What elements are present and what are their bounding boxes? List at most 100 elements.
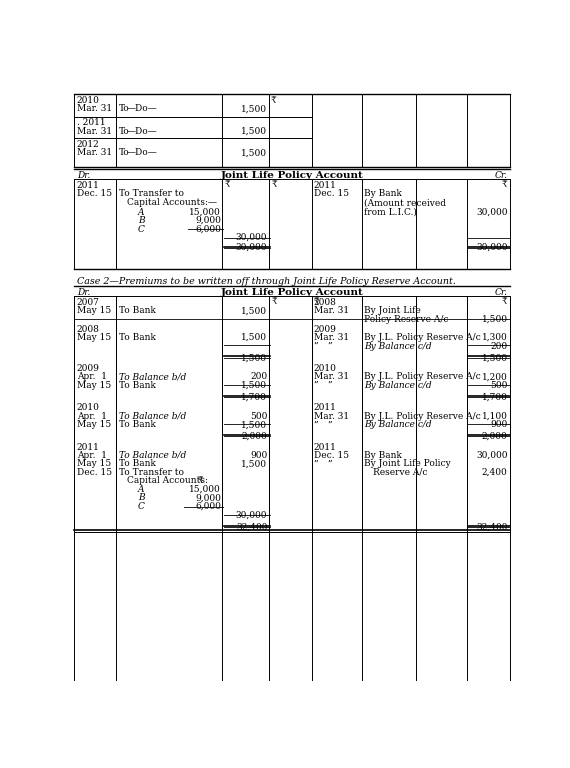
Text: By J.L. Policy Reserve A/c: By J.L. Policy Reserve A/c — [364, 412, 481, 421]
Text: 15,000: 15,000 — [189, 485, 221, 494]
Text: May 15: May 15 — [77, 306, 111, 315]
Text: 1,500: 1,500 — [241, 333, 267, 343]
Text: 30,000: 30,000 — [476, 207, 507, 217]
Text: 200: 200 — [490, 342, 507, 351]
Text: 9,000: 9,000 — [195, 216, 221, 225]
Text: 900: 900 — [250, 451, 267, 460]
Text: 1,500: 1,500 — [241, 381, 267, 390]
Text: ₹: ₹ — [198, 476, 203, 485]
Text: 30,000: 30,000 — [476, 451, 507, 460]
Text: ₹: ₹ — [502, 180, 507, 190]
Text: 2011: 2011 — [77, 180, 100, 190]
Text: 2,000: 2,000 — [482, 432, 507, 441]
Text: (Amount received: (Amount received — [364, 198, 446, 207]
Text: 30,000: 30,000 — [236, 243, 267, 251]
Text: ”: ” — [314, 381, 319, 390]
Text: . 2011: . 2011 — [77, 118, 105, 127]
Text: 1,500: 1,500 — [482, 353, 507, 362]
Text: 2011: 2011 — [77, 442, 100, 452]
Text: 1,100: 1,100 — [482, 412, 507, 421]
Text: Apr.  1: Apr. 1 — [77, 412, 107, 421]
Text: 200: 200 — [250, 372, 267, 382]
Text: May 15: May 15 — [77, 333, 111, 343]
Text: Dec. 15: Dec. 15 — [77, 189, 112, 198]
Text: 1,500: 1,500 — [241, 306, 267, 315]
Text: ”: ” — [314, 459, 319, 468]
Text: 1,700: 1,700 — [242, 392, 267, 402]
Text: 2008: 2008 — [314, 298, 337, 306]
Text: Joint Life Policy Account: Joint Life Policy Account — [221, 288, 364, 296]
Text: ”: ” — [327, 420, 332, 429]
Text: To Balance b/d: To Balance b/d — [119, 412, 186, 421]
Text: Case 2—Premiums to be written off through Joint Life Policy Reserve Account.: Case 2—Premiums to be written off throug… — [77, 277, 455, 286]
Text: 2010: 2010 — [77, 96, 100, 105]
Text: 30,000: 30,000 — [236, 511, 267, 520]
Text: 2009: 2009 — [77, 364, 100, 373]
Text: ₹: ₹ — [314, 298, 320, 306]
Text: 9,000: 9,000 — [195, 493, 221, 502]
Text: 6,000: 6,000 — [195, 502, 221, 511]
Text: 2010: 2010 — [314, 364, 337, 373]
Text: 30,000: 30,000 — [236, 233, 267, 242]
Text: 2011: 2011 — [314, 442, 337, 452]
Text: Mar. 31: Mar. 31 — [77, 127, 112, 136]
Text: A: A — [138, 485, 144, 494]
Text: May 15: May 15 — [77, 420, 111, 429]
Text: Dec. 15: Dec. 15 — [314, 451, 349, 460]
Text: To Transfer to: To Transfer to — [119, 468, 184, 477]
Text: To Bank: To Bank — [119, 420, 156, 429]
Text: 900: 900 — [490, 420, 507, 429]
Text: ”: ” — [314, 342, 319, 351]
Text: 1,500: 1,500 — [241, 420, 267, 429]
Text: Cr.: Cr. — [495, 288, 507, 296]
Text: To Bank: To Bank — [119, 306, 156, 315]
Text: Mar. 31: Mar. 31 — [77, 104, 112, 114]
Text: 1,500: 1,500 — [241, 127, 267, 136]
Text: By Joint Life: By Joint Life — [364, 306, 421, 315]
Text: 1,300: 1,300 — [482, 333, 507, 343]
Text: 2011: 2011 — [314, 403, 337, 412]
Text: Reserve A/c: Reserve A/c — [373, 468, 428, 477]
Text: May 15: May 15 — [77, 381, 111, 390]
Text: Mar. 31: Mar. 31 — [314, 306, 349, 315]
Text: By Joint Life Policy: By Joint Life Policy — [364, 459, 451, 468]
Text: ₹: ₹ — [225, 180, 230, 190]
Text: ₹: ₹ — [271, 180, 277, 190]
Text: Dr.: Dr. — [77, 170, 90, 180]
Text: ₹: ₹ — [502, 298, 507, 306]
Text: 15,000: 15,000 — [189, 207, 221, 217]
Text: —Do—: —Do— — [127, 148, 158, 157]
Text: 1,500: 1,500 — [241, 459, 267, 468]
Text: By Balance c/d: By Balance c/d — [364, 420, 432, 429]
Text: To Transfer to: To Transfer to — [119, 189, 184, 198]
Text: By Bank: By Bank — [364, 189, 402, 198]
Text: 2012: 2012 — [77, 140, 99, 149]
Text: Apr.  1: Apr. 1 — [77, 372, 107, 382]
Text: Dec. 15: Dec. 15 — [77, 468, 112, 477]
Text: 1,500: 1,500 — [241, 148, 267, 157]
Text: By J.L. Policy Reserve A/c: By J.L. Policy Reserve A/c — [364, 372, 481, 382]
Text: Dr.: Dr. — [77, 288, 90, 296]
Text: Joint Life Policy Account: Joint Life Policy Account — [221, 170, 364, 180]
Text: By J.L. Policy Reserve A/c: By J.L. Policy Reserve A/c — [364, 333, 481, 343]
Text: To Balance b/d: To Balance b/d — [119, 451, 186, 460]
Text: May 15: May 15 — [77, 459, 111, 468]
Text: Capital Accounts:: Capital Accounts: — [127, 476, 208, 485]
Text: Cr.: Cr. — [495, 170, 507, 180]
Text: —Do—: —Do— — [127, 127, 158, 136]
Text: 1,200: 1,200 — [482, 372, 507, 382]
Text: Dec. 15: Dec. 15 — [314, 189, 349, 198]
Text: To Bank: To Bank — [119, 381, 156, 390]
Text: Mar. 31: Mar. 31 — [314, 372, 349, 382]
Text: 2009: 2009 — [314, 325, 337, 334]
Text: ”: ” — [327, 342, 332, 351]
Text: By Balance c/d: By Balance c/d — [364, 342, 432, 351]
Text: C: C — [138, 502, 145, 511]
Text: To: To — [119, 148, 129, 157]
Text: 1,500: 1,500 — [241, 353, 267, 362]
Text: 2007: 2007 — [77, 298, 100, 306]
Text: To Bank: To Bank — [119, 333, 156, 343]
Text: from L.I.C.): from L.I.C.) — [364, 207, 417, 217]
Text: 2,000: 2,000 — [242, 432, 267, 441]
Text: ”: ” — [327, 459, 332, 468]
